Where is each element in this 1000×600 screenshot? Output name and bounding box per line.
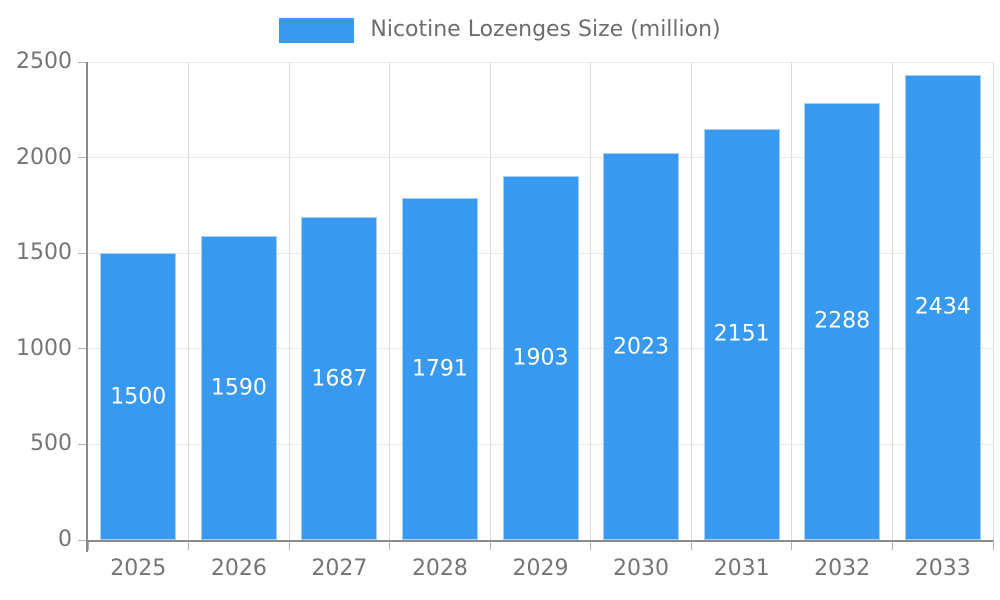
bar-value-label: 1590: [210, 375, 267, 401]
bar-value-label: 1791: [411, 356, 468, 382]
x-gridline: [389, 62, 391, 540]
y-tick-label: 2000: [16, 144, 72, 170]
bar-value-label: 2288: [814, 308, 871, 334]
x-gridline: [288, 62, 290, 540]
x-gridline: [489, 62, 491, 540]
bar-value-label: 1500: [110, 384, 167, 410]
x-tick-label: 2031: [713, 556, 770, 581]
x-tick-label: 2033: [914, 556, 971, 581]
x-axis-tick: [690, 540, 692, 550]
x-gridline: [188, 62, 190, 540]
x-axis-tick: [489, 540, 491, 550]
x-gridline: [791, 62, 793, 540]
bar-value-label: 1687: [311, 366, 368, 392]
bar-value-label: 2023: [613, 334, 670, 360]
x-gridline: [690, 62, 692, 540]
x-tick-label: 2032: [814, 556, 871, 581]
bar-value-label: 2434: [914, 294, 971, 320]
y-axis-tick: [78, 539, 88, 541]
x-axis-tick: [87, 540, 89, 550]
x-tick-label: 2025: [110, 556, 167, 581]
y-axis-tick: [78, 443, 88, 445]
bar-value-label: 1903: [512, 345, 569, 371]
y-tick-label: 500: [30, 431, 72, 457]
bar[interactable]: 1687: [301, 217, 378, 540]
bar[interactable]: 2151: [703, 128, 780, 540]
x-axis-tick: [992, 540, 994, 550]
x-axis-tick: [389, 540, 391, 550]
x-axis-tick: [891, 540, 893, 550]
x-tick-label: 2029: [512, 556, 569, 581]
x-axis-tick: [791, 540, 793, 550]
x-axis-line: [88, 540, 993, 542]
bar[interactable]: 1903: [502, 176, 579, 540]
bar-value-label: 2151: [713, 321, 770, 347]
x-tick-label: 2027: [311, 556, 368, 581]
legend: Nicotine Lozenges Size (million): [0, 17, 1000, 43]
y-axis-tick: [78, 157, 88, 159]
x-gridline: [992, 62, 994, 540]
y-tick-label: 1000: [16, 335, 72, 361]
legend-label: Nicotine Lozenges Size (million): [370, 17, 721, 42]
y-gridline: [88, 157, 993, 159]
bar[interactable]: 2434: [904, 74, 981, 540]
x-gridline: [891, 62, 893, 540]
legend-swatch: [279, 17, 355, 43]
bar[interactable]: 2023: [603, 153, 680, 540]
y-gridline: [88, 61, 993, 63]
y-axis-tick: [78, 348, 88, 350]
y-tick-label: 2500: [16, 49, 72, 74]
bar[interactable]: 1500: [100, 253, 177, 540]
legend-item[interactable]: Nicotine Lozenges Size (million): [279, 17, 721, 43]
x-axis-tick: [288, 540, 290, 550]
y-tick-label: 1500: [16, 240, 72, 266]
x-tick-label: 2026: [210, 556, 267, 581]
bar[interactable]: 1590: [200, 235, 277, 540]
bar[interactable]: 2288: [804, 102, 881, 540]
y-axis-tick: [78, 61, 88, 63]
bar[interactable]: 1791: [401, 197, 478, 540]
x-axis-tick: [590, 540, 592, 550]
y-tick-label: 0: [58, 527, 72, 552]
x-axis-tick: [188, 540, 190, 550]
x-gridline: [590, 62, 592, 540]
y-axis-line: [86, 62, 88, 552]
plot-area: 0 500 1000 1500 2000 2500 1500 2025 1590 2026 1687…: [16, 49, 994, 581]
x-tick-label: 2030: [613, 556, 670, 581]
x-tick-label: 2028: [411, 556, 468, 581]
y-axis-tick: [78, 252, 88, 254]
